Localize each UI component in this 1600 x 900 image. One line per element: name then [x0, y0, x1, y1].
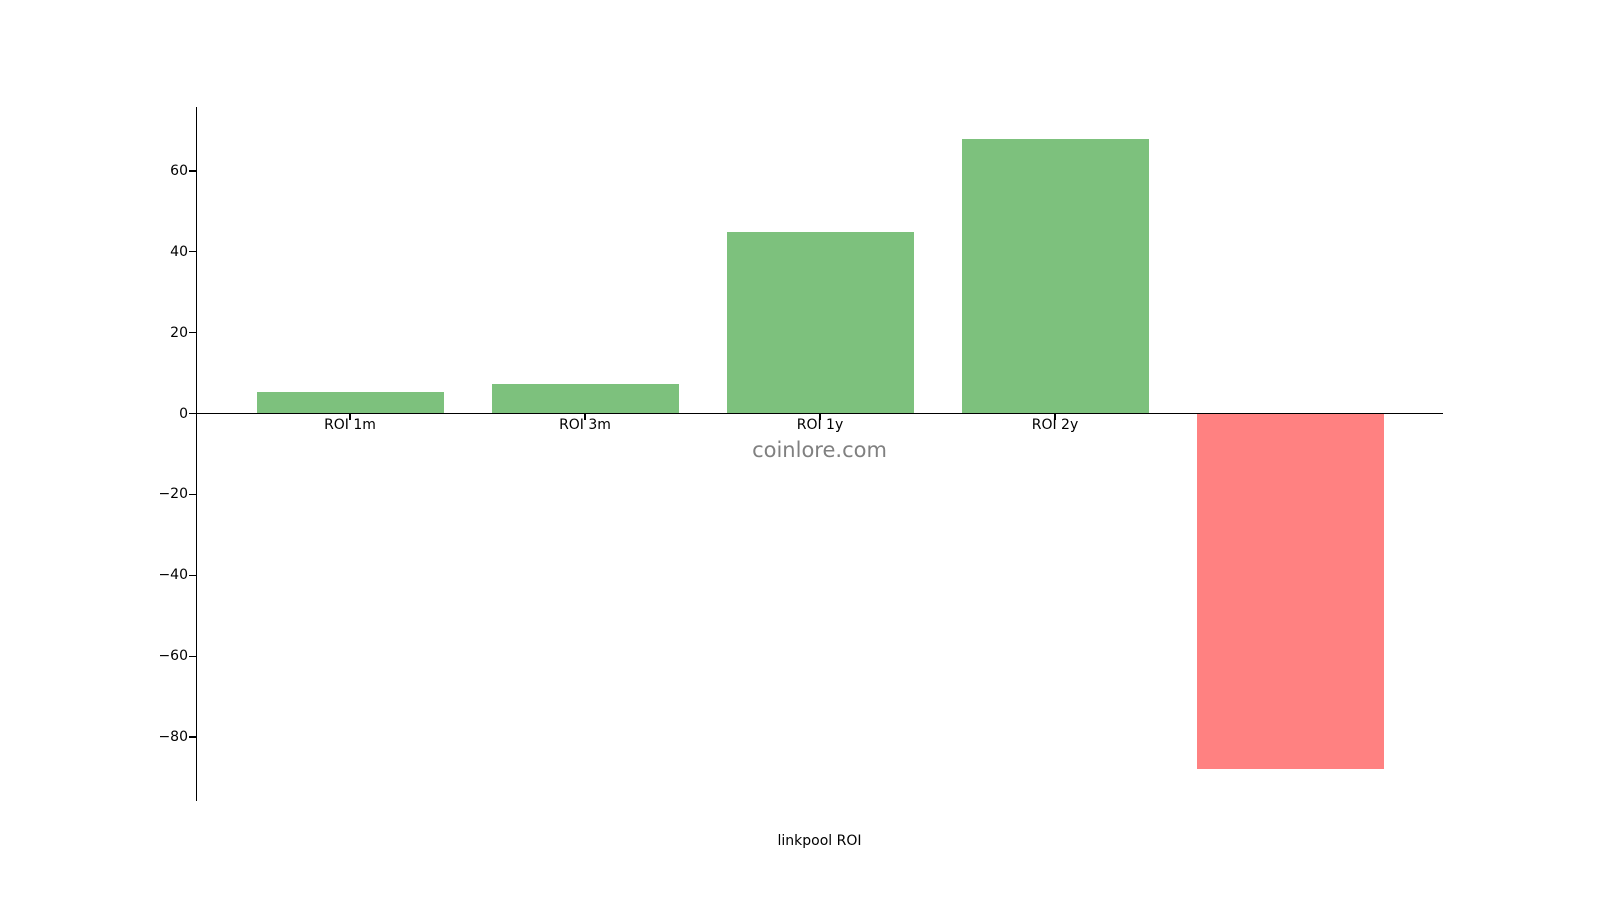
y-axis-tick [189, 251, 196, 253]
y-axis-tick [189, 574, 196, 577]
y-axis-tick-label: −40 [158, 567, 188, 584]
x-axis-tick [349, 413, 351, 420]
bar-roi-2y [961, 138, 1149, 414]
y-axis-tick [189, 493, 196, 496]
y-axis-tick [189, 655, 196, 657]
x-axis-zero-line [196, 412, 1443, 415]
bar-roi-3m [491, 383, 679, 414]
y-axis-tick-label: 0 [179, 405, 188, 422]
y-axis-tick-label: 20 [170, 324, 188, 341]
x-axis-tick-label: ROI 2y [1031, 416, 1079, 433]
bar-roi-1m [256, 391, 444, 414]
x-axis-tick [819, 413, 821, 420]
x-axis-tick-label: ROI 3m [559, 416, 611, 433]
x-axis-tick [584, 413, 586, 420]
x-axis-title: linkpool ROI [777, 833, 862, 849]
bar-roi-1y [726, 231, 914, 414]
watermark: coinlore.com [752, 438, 887, 462]
bar-5 [1196, 413, 1384, 770]
x-axis-tick-label: ROI 1m [324, 416, 376, 433]
y-axis-tick-label: 60 [170, 162, 188, 179]
y-axis-spine [196, 107, 198, 801]
y-axis-tick-label: −60 [158, 648, 188, 665]
y-axis-tick [189, 412, 196, 415]
y-axis-tick [189, 736, 196, 738]
x-axis-tick-label: ROI 1y [796, 416, 844, 433]
y-axis-tick-label: −20 [158, 486, 188, 503]
y-axis-tick [189, 331, 196, 334]
x-axis-tick [1054, 413, 1056, 420]
y-axis-tick-label: −80 [158, 729, 188, 746]
y-axis-tick-label: 40 [170, 243, 188, 260]
y-axis-tick [189, 170, 196, 172]
